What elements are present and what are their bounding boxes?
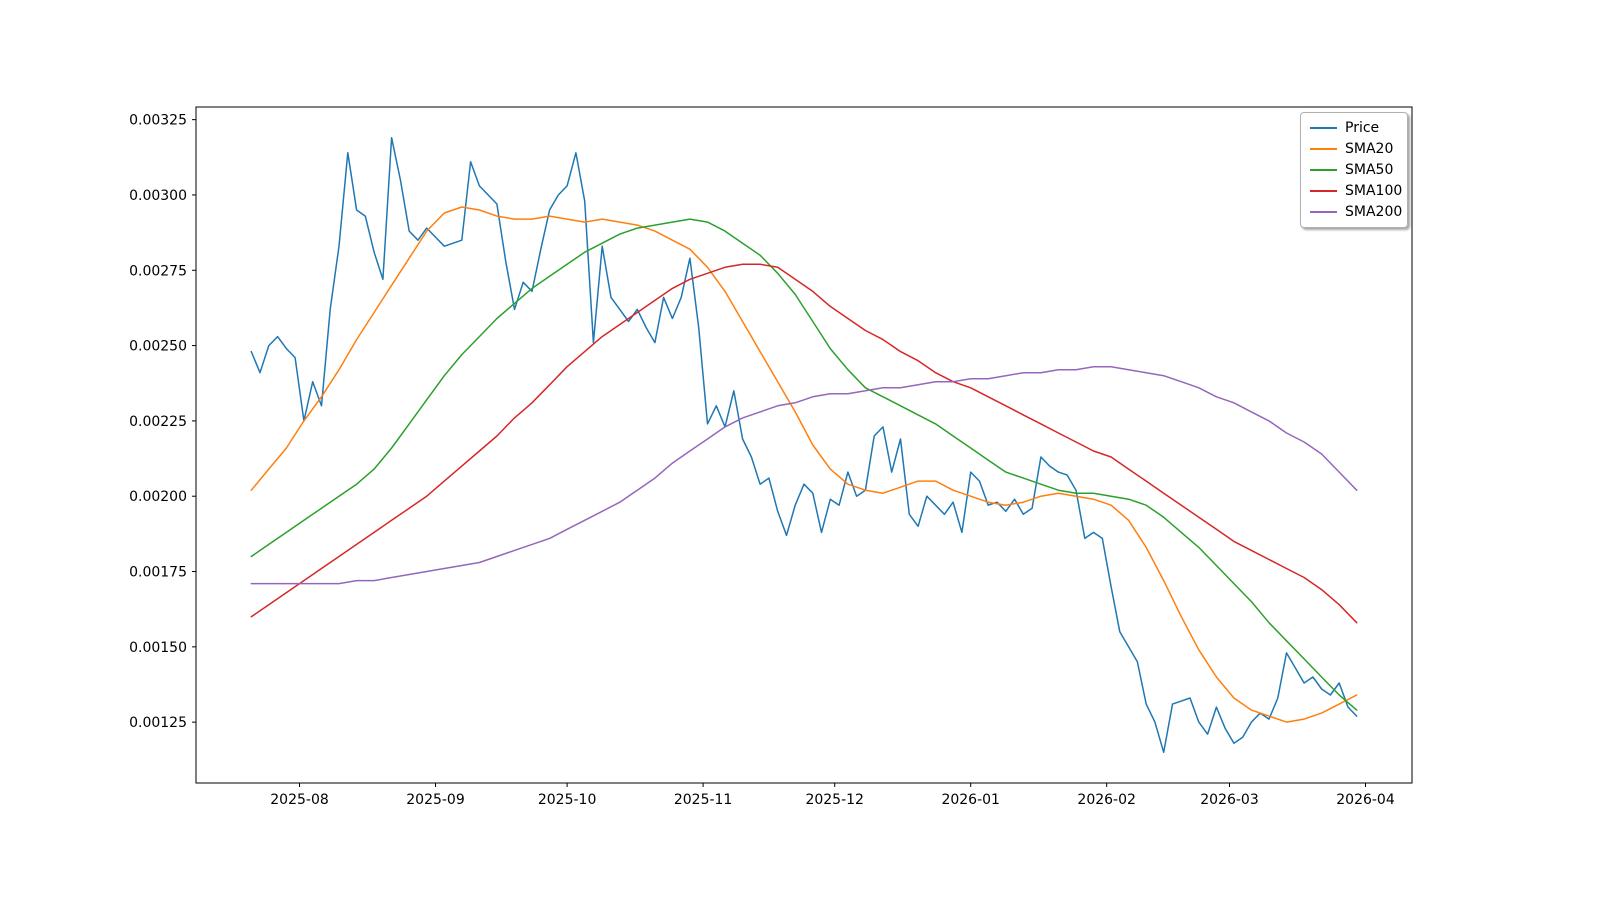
legend-line-swatch <box>1310 148 1337 150</box>
x-tick-label: 2026-02 <box>1077 792 1136 808</box>
y-tick-label: 0.00325 <box>129 113 187 129</box>
series-line-sma50 <box>250 218 1358 711</box>
y-tick-label: 0.00275 <box>129 263 187 279</box>
legend: Price SMA20 SMA50 SMA100 SMA200 <box>1300 112 1408 228</box>
y-tick-label: 0.00225 <box>129 414 187 430</box>
series-line-sma20 <box>250 206 1358 723</box>
legend-label: SMA100 <box>1345 183 1403 199</box>
series-line-price <box>250 136 1358 754</box>
x-tick-label: 2025-10 <box>538 792 597 808</box>
legend-item-price: Price <box>1310 120 1398 136</box>
plot-area <box>195 106 1413 784</box>
series-line-sma200 <box>250 365 1358 585</box>
legend-item-sma100: SMA100 <box>1310 183 1402 199</box>
x-tick-label: 2026-01 <box>941 792 1000 808</box>
legend-label: Price <box>1345 120 1380 136</box>
y-tick-label: 0.00300 <box>129 188 187 204</box>
x-tick-label: 2025-08 <box>270 792 329 808</box>
y-tick-label: 0.00125 <box>129 715 187 731</box>
legend-item-sma20: SMA20 <box>1310 141 1398 157</box>
legend-line-swatch <box>1310 127 1337 129</box>
legend-label: SMA50 <box>1345 162 1394 178</box>
y-tick-label: 0.00150 <box>129 640 187 656</box>
legend-label: SMA20 <box>1345 141 1394 157</box>
x-tick-label: 2025-12 <box>805 792 864 808</box>
legend-item-sma50: SMA50 <box>1310 162 1398 178</box>
legend-line-swatch <box>1310 190 1337 192</box>
x-tick-label: 2026-03 <box>1200 792 1259 808</box>
x-tick-label: 2025-09 <box>406 792 465 808</box>
series-line-sma100 <box>250 263 1358 624</box>
y-tick-label: 0.00175 <box>129 565 187 581</box>
y-tick-label: 0.00200 <box>129 489 187 505</box>
x-tick-label: 2026-04 <box>1336 792 1395 808</box>
y-tick-label: 0.00250 <box>129 339 187 355</box>
legend-line-swatch <box>1310 211 1337 213</box>
legend-line-swatch <box>1310 169 1337 171</box>
x-tick-label: 2025-11 <box>674 792 733 808</box>
legend-item-sma200: SMA200 <box>1310 204 1402 220</box>
legend-label: SMA200 <box>1345 204 1403 220</box>
